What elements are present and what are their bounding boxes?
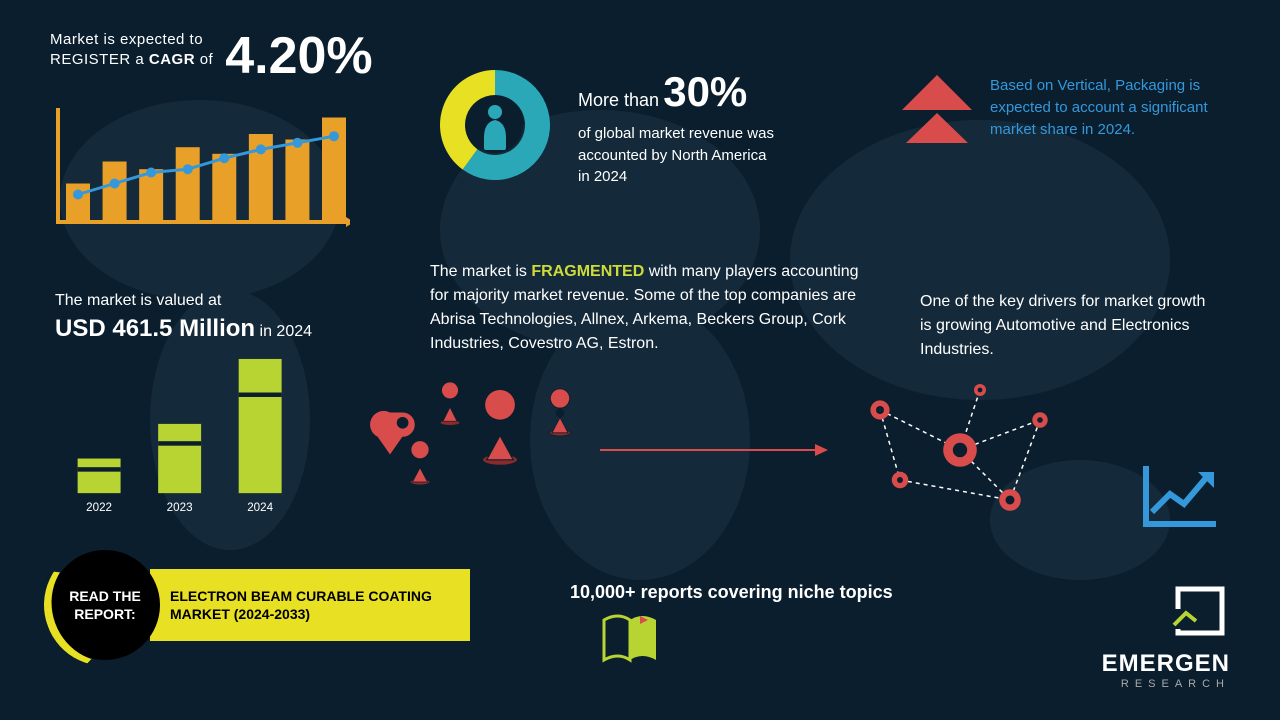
logo-icon	[1170, 581, 1230, 641]
valuation-bars: 2022 2023 2024	[55, 350, 315, 520]
up-arrow-icon	[902, 75, 972, 155]
pin-cluster-icon	[360, 370, 620, 510]
read-report-circle-text: READ THE REPORT:	[50, 587, 160, 623]
vertical-text: Based on Vertical, Packaging is expected…	[990, 75, 1230, 140]
svg-text:2022: 2022	[86, 501, 112, 514]
logo-name: EMERGEN	[1102, 650, 1230, 678]
valued-amount: USD 461.5 Million	[55, 315, 255, 342]
valued-prefix: The market is valued at	[55, 292, 221, 309]
svg-text:2023: 2023	[167, 501, 193, 514]
logo: EMERGEN RESEARCH	[1102, 581, 1230, 690]
fragment-highlight: FRAGMENTED	[531, 263, 644, 280]
cagr-suffix: of	[195, 51, 213, 68]
network-cluster-icon	[840, 370, 1080, 530]
valued-suffix: in 2024	[260, 323, 313, 340]
svg-text:2024: 2024	[247, 501, 273, 514]
read-report-block: READ THE REPORT: ELECTRON BEAM CURABLE C…	[50, 550, 470, 660]
fragment-prefix: The market is	[430, 263, 531, 280]
read-report-bar: ELECTRON BEAM CURABLE COATING MARKET (20…	[150, 569, 470, 641]
cagr-block: Market is expected to REGISTER a CAGR of…	[50, 30, 373, 82]
arrow-icon	[600, 440, 830, 460]
trend-up-icon	[1140, 460, 1220, 530]
cagr-line1: Market is expected to	[50, 31, 203, 48]
cagr-value: 4.20%	[225, 30, 372, 82]
valued-block: The market is valued at USD 461.5 Millio…	[55, 290, 312, 346]
fragment-text: The market is FRAGMENTED with many playe…	[430, 260, 860, 356]
cagr-chart	[50, 100, 350, 230]
cagr-emph: CAGR	[149, 51, 195, 68]
reports-text: 10,000+ reports covering niche topics	[570, 580, 893, 605]
donut-block: More than 30% of global market revenue w…	[430, 60, 778, 190]
book-icon	[600, 610, 660, 665]
read-report-circle: READ THE REPORT:	[50, 550, 160, 660]
cagr-line2: REGISTER a	[50, 51, 149, 68]
donut-chart	[430, 60, 560, 190]
logo-sub: RESEARCH	[1102, 678, 1230, 690]
donut-more: More than	[578, 90, 659, 110]
vertical-arrow-block: Based on Vertical, Packaging is expected…	[902, 75, 1230, 155]
donut-body: of global market revenue was accounted b…	[578, 125, 774, 186]
donut-pct: 30%	[663, 68, 747, 115]
driver-text: One of the key drivers for market growth…	[920, 290, 1220, 362]
